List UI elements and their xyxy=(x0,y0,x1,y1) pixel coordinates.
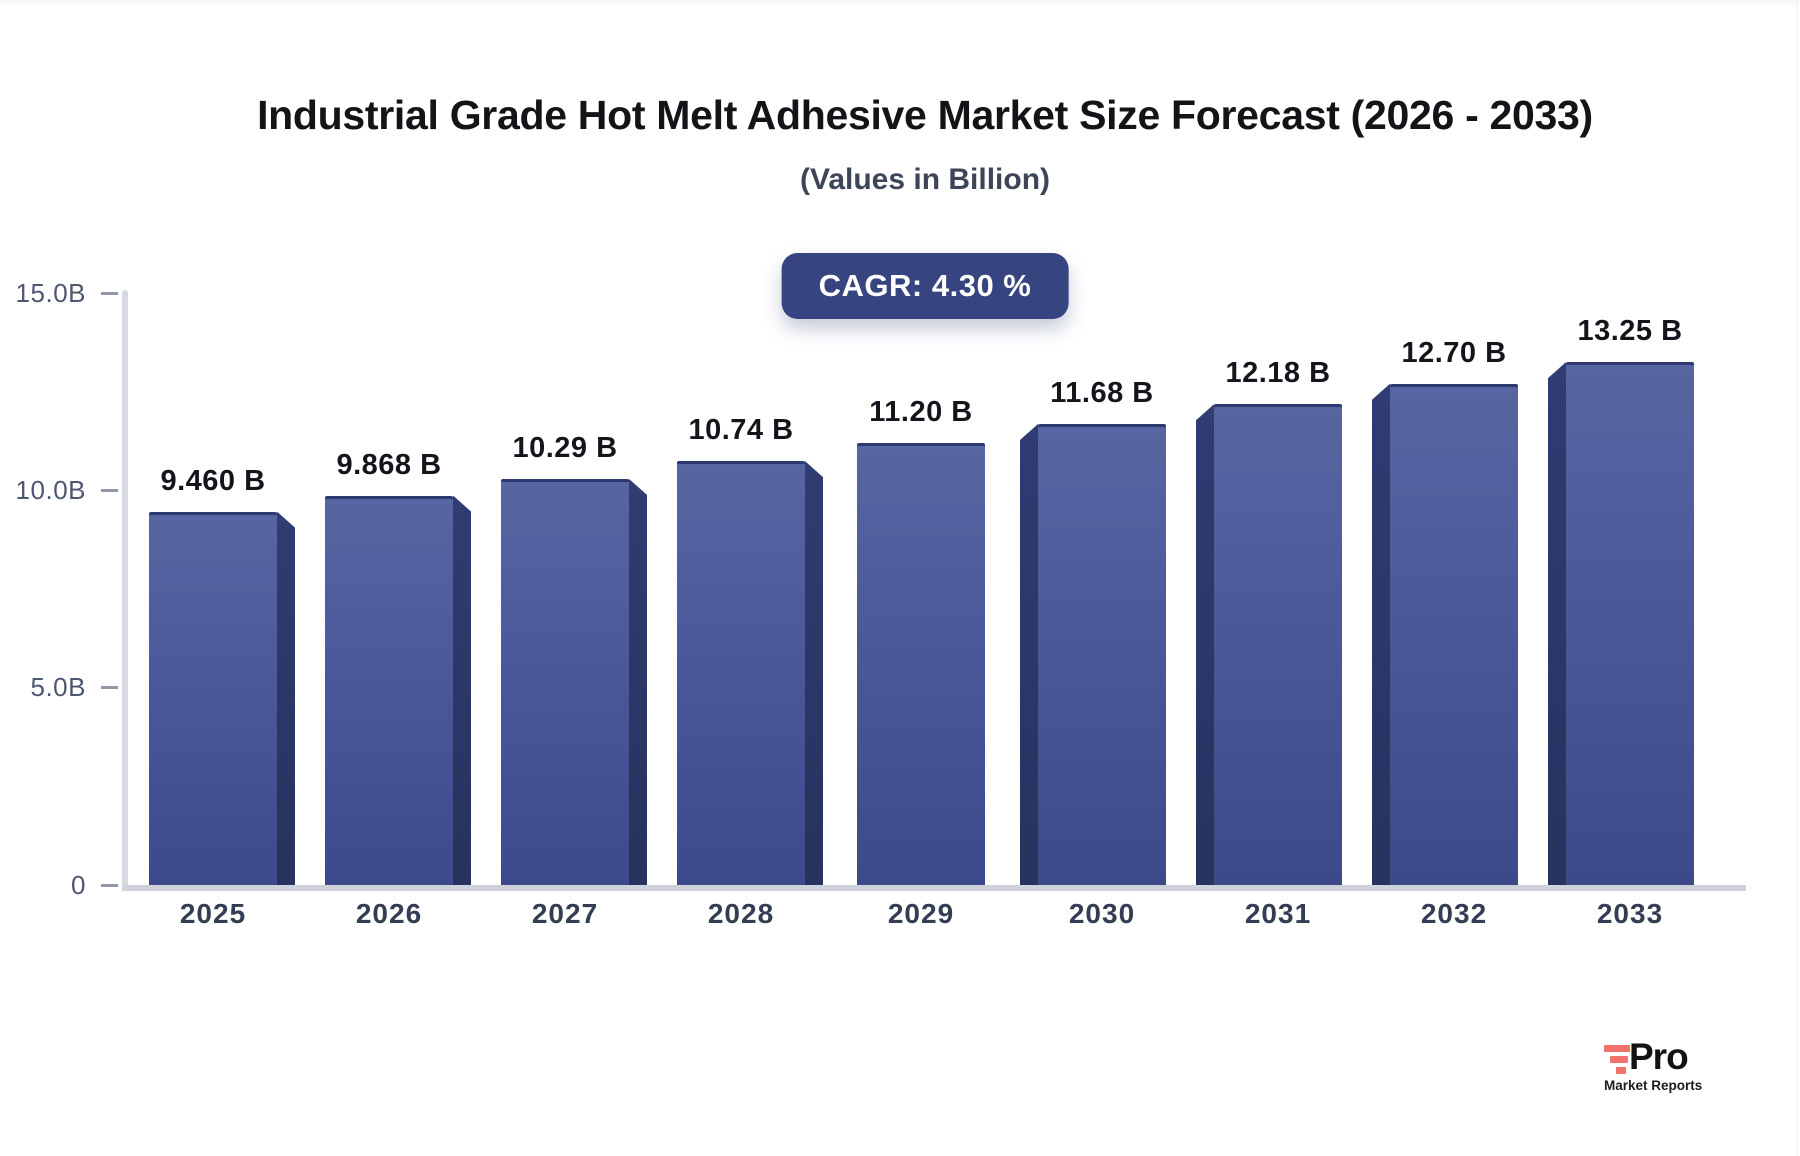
bar-2032-side-face xyxy=(1372,383,1390,885)
chart-title: Industrial Grade Hot Melt Adhesive Marke… xyxy=(257,92,1593,138)
y-axis-tick-label: 0 xyxy=(71,869,86,900)
x-axis-label-2032: 2032 xyxy=(1420,898,1488,929)
top-edge-strip xyxy=(0,0,1800,4)
y-axis-tick-label: 10.0B xyxy=(15,474,86,505)
bar-2031 xyxy=(1214,404,1342,885)
chart-subtitle: (Values in Billion) xyxy=(799,163,1051,196)
x-axis-label-2031: 2031 xyxy=(1244,898,1312,929)
y-axis-tick: 10.0B xyxy=(0,474,118,506)
pro-market-reports-logo: Pro Market Reports xyxy=(1604,1038,1703,1093)
x-axis-label-2027: 2027 xyxy=(531,898,599,929)
right-edge-strip xyxy=(1796,0,1798,1156)
cagr-badge: CAGR: 4.30 % xyxy=(781,253,1069,319)
bar-value-label-2029: 11.20 B xyxy=(869,395,973,428)
y-axis-tick: 0 xyxy=(0,869,118,901)
bar-value-label-2027: 10.29 B xyxy=(512,431,618,464)
y-axis-tick-label: 15.0B xyxy=(15,277,86,308)
bar-2026-side-face xyxy=(453,495,471,885)
bar-2026 xyxy=(325,495,453,885)
bar-2025 xyxy=(149,511,277,885)
x-axis-label-2025: 2025 xyxy=(179,898,247,929)
x-axis-label-2033: 2033 xyxy=(1596,898,1664,929)
bar-2027 xyxy=(501,478,629,885)
y-axis-tick-label: 5.0B xyxy=(30,672,86,703)
logo-brand-text: Pro xyxy=(1629,1036,1689,1077)
x-axis-label-2028: 2028 xyxy=(707,898,775,929)
bar-value-label-2031: 12.18 B xyxy=(1225,357,1331,390)
bar-2031-side-face xyxy=(1196,404,1214,885)
bar-value-label-2028: 10.74 B xyxy=(688,414,794,447)
bar-2030 xyxy=(1038,424,1166,885)
y-axis-line xyxy=(122,290,128,891)
bar-value-label-2032: 12.70 B xyxy=(1401,336,1507,369)
bar-2033-side-face xyxy=(1548,362,1566,885)
y-axis-tick: 5.0B xyxy=(0,672,118,704)
bar-2029 xyxy=(857,442,985,885)
x-axis-label-2029: 2029 xyxy=(887,898,955,929)
bar-value-label-2026: 9.868 B xyxy=(336,448,442,481)
bar-2028-side-face xyxy=(805,461,823,885)
y-axis-tick: 15.0B xyxy=(0,277,118,309)
bar-2027-side-face xyxy=(629,478,647,885)
bar-2033 xyxy=(1566,362,1694,885)
bar-2028 xyxy=(677,461,805,885)
x-axis-baseline xyxy=(122,885,1746,891)
y-axis-tick-mark xyxy=(101,686,118,690)
x-axis-label-2030: 2030 xyxy=(1068,898,1136,929)
y-axis-tick-mark xyxy=(101,488,118,492)
bar-2025-side-face xyxy=(277,511,295,885)
bar-2030-side-face xyxy=(1020,424,1038,885)
logo-tagline: Market Reports xyxy=(1604,1078,1703,1093)
bar-2032 xyxy=(1390,383,1518,885)
logo-top-row: Pro xyxy=(1604,1038,1690,1075)
logo-speed-bars-icon xyxy=(1604,1045,1630,1074)
x-axis-label-2026: 2026 xyxy=(355,898,423,929)
bar-value-label-2033: 13.25 B xyxy=(1577,315,1683,348)
bar-value-label-2025: 9.460 B xyxy=(160,464,266,497)
y-axis-tick-mark xyxy=(101,291,118,295)
bar-value-label-2030: 11.68 B xyxy=(1050,377,1154,410)
y-axis-tick-mark xyxy=(101,883,118,887)
